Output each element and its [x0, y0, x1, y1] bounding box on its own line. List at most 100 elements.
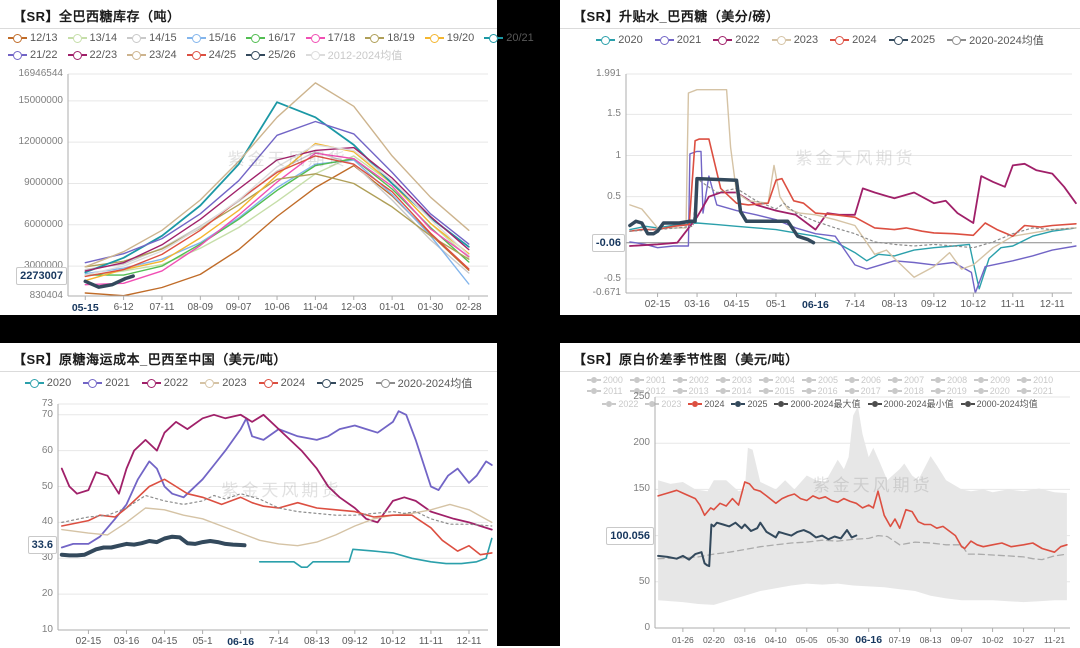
x-axis-label: 02-15	[644, 299, 671, 310]
legend-item[interactable]: 2023	[200, 377, 247, 389]
legend-item[interactable]: 2005	[801, 375, 838, 385]
y-axis-label: 0	[644, 622, 650, 633]
current-date-label: 06-16	[802, 299, 829, 311]
legend-item[interactable]: 2001	[629, 375, 666, 385]
legend-item[interactable]: 24/25	[186, 49, 236, 61]
legend-label: 2022	[618, 398, 639, 409]
x-axis-label: 03-16	[684, 299, 710, 310]
legend-item[interactable]: 2020-2024均值	[375, 375, 472, 391]
x-axis-label: 05-05	[795, 635, 818, 645]
legend-item[interactable]: 2021	[654, 34, 701, 46]
legend-item[interactable]: 2008	[931, 375, 967, 385]
legend-item[interactable]: 2020	[596, 34, 643, 46]
legend-item[interactable]: 2025	[888, 34, 935, 46]
legend-marker-icon	[888, 377, 903, 383]
legend-item[interactable]: 2021	[83, 377, 130, 389]
legend-item[interactable]: 23/24	[127, 49, 177, 61]
legend-item[interactable]: 2011	[587, 386, 623, 396]
legend-label: 2000-2024最大值	[790, 399, 861, 409]
legend-item[interactable]: 2002	[672, 375, 709, 385]
legend-item[interactable]: 14/15	[127, 32, 177, 44]
legend-item[interactable]: 2018	[887, 386, 924, 396]
legend-label: 2019	[946, 386, 967, 396]
y-axis-label: 12000000	[18, 136, 64, 148]
legend-label: 2004	[774, 375, 795, 385]
legend-item[interactable]: 2025	[317, 377, 364, 389]
legend-item[interactable]: 2024	[830, 34, 877, 46]
legend-item[interactable]: 2024	[688, 399, 724, 409]
legend-item[interactable]: 2003	[715, 375, 752, 385]
x-axis-label: 02-28	[456, 302, 482, 313]
y-axis-label: 20	[41, 588, 53, 600]
legend-item[interactable]: 2012	[629, 386, 666, 396]
legend-item[interactable]: 2000-2024最小值	[867, 397, 954, 410]
legend-item[interactable]: 2022	[713, 34, 760, 46]
legend-item[interactable]: 2023	[645, 399, 681, 409]
legend-item[interactable]: 2022	[141, 377, 188, 389]
legend-item[interactable]: 2019	[930, 386, 967, 396]
chart-title: 【SR】全巴西糖库存（吨）	[13, 9, 181, 24]
plot-svg	[654, 396, 1070, 632]
y-axis-label: 0.5	[607, 190, 621, 202]
legend-item[interactable]: 2020-2024均值	[947, 32, 1044, 48]
y-axis-label: 830404	[29, 290, 63, 301]
legend-item[interactable]: 2021	[1016, 386, 1053, 396]
legend-label: 2021	[105, 377, 130, 389]
legend-item[interactable]: 20/21	[484, 32, 534, 44]
legend-item[interactable]: 2025	[731, 399, 767, 409]
legend-item[interactable]: 18/19	[365, 32, 415, 44]
legend-item[interactable]: 21/22	[8, 49, 58, 61]
legend-item[interactable]: 2006	[845, 375, 881, 385]
legend-item[interactable]: 2013	[672, 386, 709, 396]
legend-item[interactable]: 2022	[602, 399, 638, 409]
legend-marker-icon	[888, 35, 908, 45]
legend-item[interactable]: 2023	[771, 34, 818, 46]
x-axis-label: 12-11	[456, 636, 482, 647]
premium-plot-area[interactable]: 紫金天风期货 1.991 1.5 1 0.5 -0.5 -0.671 -0.06 02-15 0…	[591, 68, 1077, 311]
x-axis-label: 11-11	[418, 636, 443, 647]
seasonal-spread-plot-area[interactable]: 紫金天风期货 250200150500100.05601-2602-2003-1…	[606, 391, 1070, 646]
legend-item[interactable]: 2004	[758, 375, 795, 385]
legend-item[interactable]: 2007	[888, 375, 924, 385]
legend-item[interactable]: 2000-2024最大值	[774, 397, 861, 410]
legend-label: 2003	[731, 375, 752, 385]
x-axis-label: 08-09	[187, 302, 214, 313]
legend-item[interactable]: 15/16	[186, 32, 236, 44]
x-axis-label: 05-1	[765, 299, 786, 310]
inventory-plot-area[interactable]: 紫金天风期货 16946544 15000000 12000000 9000000 60…	[16, 68, 488, 314]
legend-label: 2024	[704, 398, 725, 409]
legend-item[interactable]: 12/13	[8, 32, 58, 44]
legend-item[interactable]: 2024	[258, 377, 305, 389]
legend-item[interactable]: 2020	[24, 377, 71, 389]
legend-label: 2020-2024均值	[969, 35, 1044, 47]
legend-marker-icon	[141, 378, 161, 388]
legend-item[interactable]: 2016	[801, 386, 838, 396]
legend-item[interactable]: 2000	[586, 375, 623, 385]
shipping-cost-plot-area[interactable]: 紫金天风期货 73 70 60 50 40 30 20 10 33.6 02-15 03-16 04-…	[27, 398, 493, 648]
y-axis-label: 60	[41, 444, 53, 456]
legend-item[interactable]: 2012-2024均值	[305, 47, 403, 63]
legend-item[interactable]: 2010	[1017, 375, 1053, 385]
legend-item[interactable]: 19/20	[424, 32, 475, 44]
legend-item[interactable]: 2015	[758, 386, 795, 396]
legend-label: 19/20	[446, 32, 475, 44]
legend-item[interactable]: 13/14	[67, 32, 117, 44]
legend-item[interactable]: 25/26	[246, 49, 296, 61]
current-date-label: 05-15	[71, 302, 99, 314]
x-axis-label: 09-07	[225, 302, 252, 313]
y-axis-label: 1.5	[607, 108, 621, 120]
legend-item[interactable]: 17/18	[305, 32, 355, 44]
legend-label: 2012	[645, 386, 666, 396]
legend-item[interactable]: 2009	[974, 375, 1010, 385]
chart-header: 【SR】原糖海运成本_巴西至中国（美元/吨）	[0, 343, 497, 372]
legend-item[interactable]: 2014	[715, 386, 752, 396]
legend-row: 12/13 13/14 14/15 15/16 16/17 17/18 18/19 19/20…	[0, 32, 534, 44]
legend-marker-icon	[484, 33, 504, 43]
legend-item[interactable]: 2020	[973, 386, 1010, 396]
legend-label: 2012-2024均值	[327, 50, 403, 62]
legend-item[interactable]: 2017	[844, 386, 881, 396]
panel-shipping-cost: 【SR】原糖海运成本_巴西至中国（美元/吨） 2020 2021 2022 2023 2…	[0, 343, 497, 648]
legend-item[interactable]: 2000-2024均值	[960, 397, 1038, 410]
legend-item[interactable]: 22/23	[67, 49, 117, 61]
legend-item[interactable]: 16/17	[246, 32, 296, 44]
